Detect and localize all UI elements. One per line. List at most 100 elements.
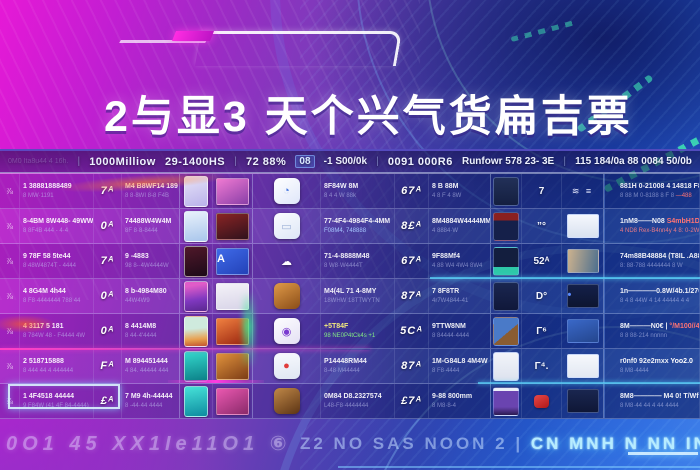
text-segment: °/M100//4 <box>669 322 700 330</box>
nav-thumbnail[interactable] <box>493 211 519 241</box>
table-row[interactable]: ⅞ 1 4F4518 44444 9 F84W (41 4F 84-4444) £ᴬ 7… <box>0 384 700 419</box>
separator: | <box>77 156 81 167</box>
text-line: F08M4, 748888 <box>324 227 367 234</box>
photo-thumbnail[interactable] <box>216 352 249 380</box>
stat-b-glyph: 87ᴬ <box>395 349 429 383</box>
text-segment: 1n————0.8W/4b.1/2700 <box>620 287 700 295</box>
app-icon[interactable]: ◔ <box>273 178 300 204</box>
text-segment: 8 4 8 44W 4 14 44444 4 4 <box>620 297 690 304</box>
stat-glyph: Fᴬ <box>100 360 115 372</box>
app-icon[interactable] <box>273 283 300 309</box>
icon-glyph: ▭ <box>281 220 292 233</box>
cell-text: 8M8———— M4 0! T/WfM4 8 M8·44 44 4 44 4444 <box>620 393 699 410</box>
detail-cell: 8M8———— M4 0! T/WfM4 8 M8·44 44 4 44 4444 <box>604 384 700 418</box>
info-cell: P14448RM44 8-48·M44444 <box>321 349 395 383</box>
title-cell: 4 8G4M 4h44 8 F8·4444444 788 44 <box>20 279 94 313</box>
status-item: 08 <box>295 155 315 168</box>
mini-thumbnail[interactable] <box>566 249 599 273</box>
text-line: 8-48·M44444 <box>324 367 360 374</box>
photo-thumbnail[interactable]: A <box>216 247 249 275</box>
cell-text: 8M———N0€ | °/M100//4 8 8 88·214 nnnnn <box>620 322 700 340</box>
photo-thumbnail[interactable] <box>216 317 249 345</box>
icon-glyph: • <box>567 289 572 301</box>
mini-thumb: ≋ ≡ <box>562 174 604 208</box>
mini-thumbnail[interactable] <box>566 354 599 378</box>
screenshot-thumbnail[interactable] <box>184 245 208 277</box>
text-line: 4 8G4M 4h44 <box>23 287 66 295</box>
stat-glyph: 8£ᴬ <box>401 220 422 232</box>
text-line: 1M-G84L8 4M4W <box>432 357 488 365</box>
status-item: 1000Milliow <box>89 155 156 168</box>
status-item: 72 88% <box>245 155 287 168</box>
text-segment: 8 8 88·214 nnnnn <box>620 332 668 339</box>
stat-a-glyph: 7ᴬ <box>94 174 122 208</box>
table-row[interactable]: ⅞ 4 8G4M 4h44 8 F8·4444444 788 44 0ᴬ 8 b-498… <box>0 279 700 314</box>
teal-dash-decoration <box>510 19 580 42</box>
table-row[interactable]: ⅞ 8-4BM 8W448- 49WW8 8 8F4B 444 - 4·4 0ᴬ 744… <box>0 209 700 244</box>
info-cell-2: 9-88 800mm 8 M8·8-4 <box>429 384 491 418</box>
table-row[interactable]: ⅞ 9 78F 58 5te44 8 48W4874T - 4444 7ᴬ 9 -488… <box>0 244 700 279</box>
text-line: 1n————0.8W/4b.1/2700 <box>620 288 699 296</box>
cell-text: 74488W4W4M 8F 8·8-8444 <box>125 218 171 235</box>
mini-thumbnail[interactable]: • <box>566 284 599 308</box>
cell-text: 1M-G84L8 4M4W 8 F8·4444 <box>432 357 488 375</box>
mini-thumb <box>562 349 604 383</box>
text-line: 8M———N0€ | °/M100//4 <box>620 322 700 331</box>
photo-thumbnail[interactable] <box>216 282 249 310</box>
stat-c-glyph: Γ⁶ <box>522 314 562 348</box>
table-row[interactable]: ⅞ 4 3117 5 181 8 784W 48 - F4444 4W 0ᴬ 8 441… <box>0 314 700 349</box>
nav-thumbnail[interactable] <box>493 351 519 381</box>
screenshot-thumbnail[interactable] <box>184 315 208 347</box>
table-row[interactable]: ⅞ 1 38881888489 8 MW·1191 7ᴬ M4 B8WF14 189 8 … <box>0 174 700 209</box>
screenshot-thumbnail[interactable] <box>184 385 208 417</box>
text-line: 98 8-·4W4444W <box>125 262 169 269</box>
text-segment: 8: 88·788 4444444 8 W <box>620 262 683 269</box>
row-badge: ⅞ <box>0 314 20 348</box>
app-icon[interactable]: ◉ <box>273 318 300 344</box>
mini-icon[interactable] <box>534 394 549 408</box>
text-line: 44W4W9 <box>125 297 150 304</box>
mini-thumbnail[interactable] <box>566 389 599 413</box>
stat-glyph: Γ⁴. <box>534 360 549 372</box>
cell-text: r0nf0 92e2mxx Yoo2.0 8 M8·4444 <box>620 358 693 375</box>
photo-thumbnail[interactable] <box>216 177 249 205</box>
magenta-chip <box>171 31 215 41</box>
detail-cell: 74m88B48884 (T8IL .A884£8: 88·788 444444… <box>604 244 700 278</box>
bottom-edge-line <box>338 466 700 468</box>
screenshot-thumbnail[interactable] <box>184 175 208 207</box>
icon-glyph: ◉ <box>281 325 292 338</box>
mini-thumbnail[interactable] <box>566 319 599 343</box>
stat-b-glyph: 8£ᴬ <box>395 209 429 243</box>
app-icon[interactable]: ▭ <box>273 213 300 239</box>
title-cell: 1 4F4518 44444 9 F84W (41 4F 84-4444) <box>20 384 94 418</box>
footer-right-bright: CN MNH N NN INE <box>530 434 700 453</box>
text-line: 74m88B48884 (T8IL .A884£ <box>620 253 699 261</box>
text-line: 8 4 8 44W 4 14 44444 4 4 <box>620 298 696 305</box>
stat-glyph: 7ᴬ <box>100 255 115 267</box>
text-line: 8 B 88M <box>432 182 459 190</box>
photo-thumbnail[interactable] <box>216 387 249 415</box>
cell-text: 1n————0.8W/4b.1/2700 8 4 8 44W 4 14 44444… <box>620 288 699 305</box>
nav-thumbnail[interactable] <box>493 386 519 416</box>
text-line: P14448RM44 <box>324 357 367 365</box>
table-row[interactable]: ⅞ 2 518715888 8 444 44 4 444444 Fᴬ M 8944514… <box>0 349 700 384</box>
mini-thumb <box>562 244 604 278</box>
app-icon[interactable]: ☁ <box>281 252 292 270</box>
nav-thumbnail[interactable] <box>493 246 519 276</box>
nav-thumbnail[interactable] <box>493 281 519 311</box>
stat-glyph: ”° <box>537 220 546 232</box>
screenshot-thumbnail[interactable] <box>184 350 208 382</box>
screenshot-thumbnail[interactable] <box>184 210 208 242</box>
mini-thumbnail[interactable] <box>566 214 599 238</box>
nav-thumbnail[interactable] <box>493 176 519 206</box>
text-line: +5T84F <box>324 322 349 330</box>
row-badge: ⅞ <box>0 209 20 243</box>
subtitle-cell: 8 4414M8 8 44·4'4444 <box>122 314 180 348</box>
separator: | <box>234 156 237 167</box>
nav-thumbnail[interactable] <box>493 316 519 346</box>
photo-thumbnail[interactable] <box>216 212 249 240</box>
app-icon[interactable] <box>273 388 300 414</box>
app-icon[interactable]: ● <box>273 353 300 379</box>
text-line: 1 4F4518 44444 <box>23 392 74 400</box>
screenshot-thumbnail[interactable] <box>184 280 208 312</box>
